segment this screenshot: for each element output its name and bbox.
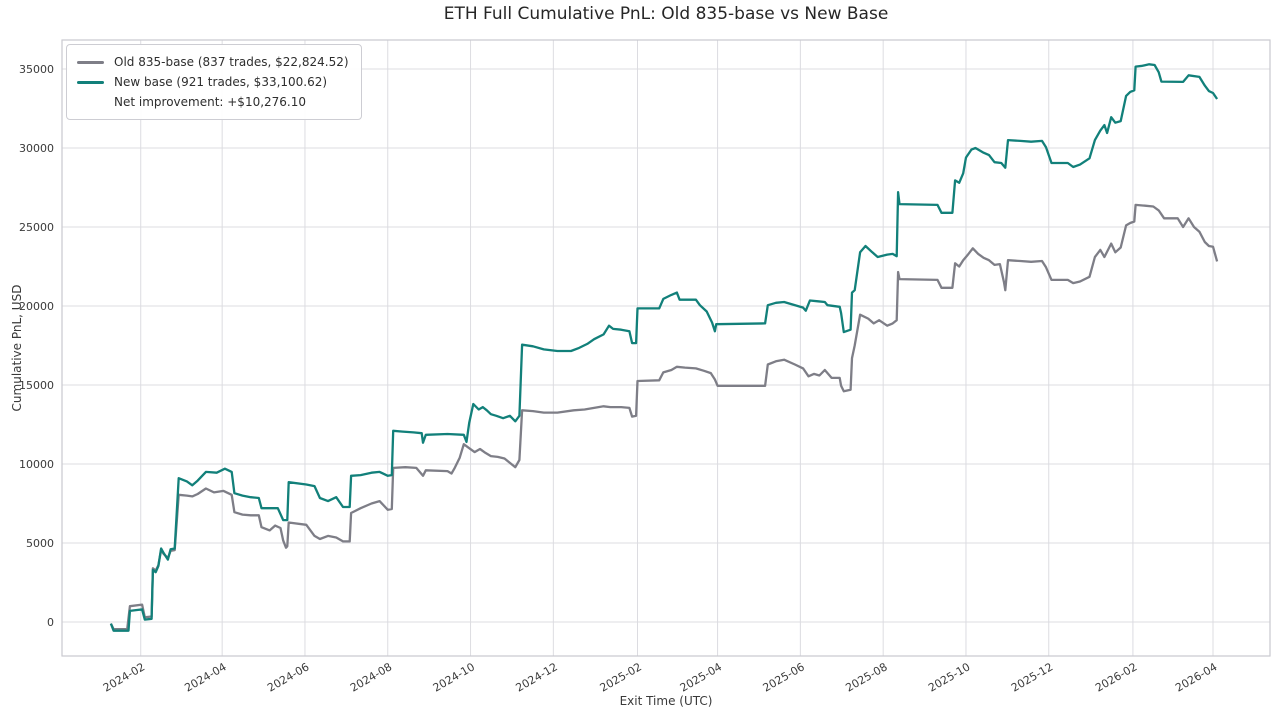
legend-swatch-empty [77, 101, 104, 104]
legend: Old 835-base (837 trades, $22,824.52) New… [66, 44, 362, 120]
series-line-old-base [109, 203, 1219, 631]
x-axis-label: Exit Time (UTC) [619, 694, 713, 708]
x-tick-label: 2024-04 [182, 660, 228, 694]
y-tick-label: 35000 [19, 63, 54, 76]
y-tick-label: 10000 [19, 458, 54, 471]
x-tick-label: 2025-12 [1009, 660, 1055, 694]
plot-border [61, 39, 1271, 657]
x-tick-label: 2025-02 [598, 660, 644, 694]
legend-label: New base (921 trades, $33,100.62) [114, 75, 328, 89]
x-tick-label: 2026-04 [1173, 660, 1219, 694]
x-tick-label: 2024-06 [265, 660, 311, 694]
series-line-new-base [109, 63, 1219, 632]
x-tick-label: 2024-02 [101, 660, 147, 694]
x-tick-labels: 2024-02 2024-04 2024-06 2024-08 2024-10 2024-… [101, 660, 1220, 694]
y-tick-label: 0 [47, 616, 54, 629]
x-tick-label: 2024-12 [514, 660, 560, 694]
y-tick-label: 15000 [19, 379, 54, 392]
x-tick-label: 2025-08 [843, 660, 889, 694]
legend-line-swatch [77, 80, 104, 84]
legend-line-swatch [77, 60, 104, 64]
legend-label: Old 835-base (837 trades, $22,824.52) [114, 55, 349, 69]
chart-title: ETH Full Cumulative PnL: Old 835-base vs… [443, 4, 889, 24]
plot-area [62, 40, 1270, 656]
x-tick-label: 2024-08 [348, 660, 394, 694]
y-axis-label: Cumulative PnL, USD [10, 284, 24, 412]
x-tick-label: 2025-04 [678, 660, 724, 694]
y-tick-label: 20000 [19, 300, 54, 313]
x-tick-label: 2026-02 [1093, 660, 1139, 694]
x-tick-label: 2025-10 [926, 660, 972, 694]
x-tick-label: 2024-10 [431, 660, 477, 694]
legend-row: Net improvement: +$10,276.10 [77, 92, 349, 112]
legend-label: Net improvement: +$10,276.10 [114, 95, 307, 109]
y-tick-label: 30000 [19, 142, 54, 155]
y-tick-label: 25000 [19, 221, 54, 234]
y-tick-label: 5000 [26, 537, 54, 550]
legend-row: Old 835-base (837 trades, $22,824.52) [77, 52, 349, 72]
x-tick-label: 2025-06 [761, 660, 807, 694]
legend-row: New base (921 trades, $33,100.62) [77, 72, 349, 92]
y-tick-labels: 0 5000 10000 15000 20000 25000 30000 35000 [19, 63, 54, 629]
